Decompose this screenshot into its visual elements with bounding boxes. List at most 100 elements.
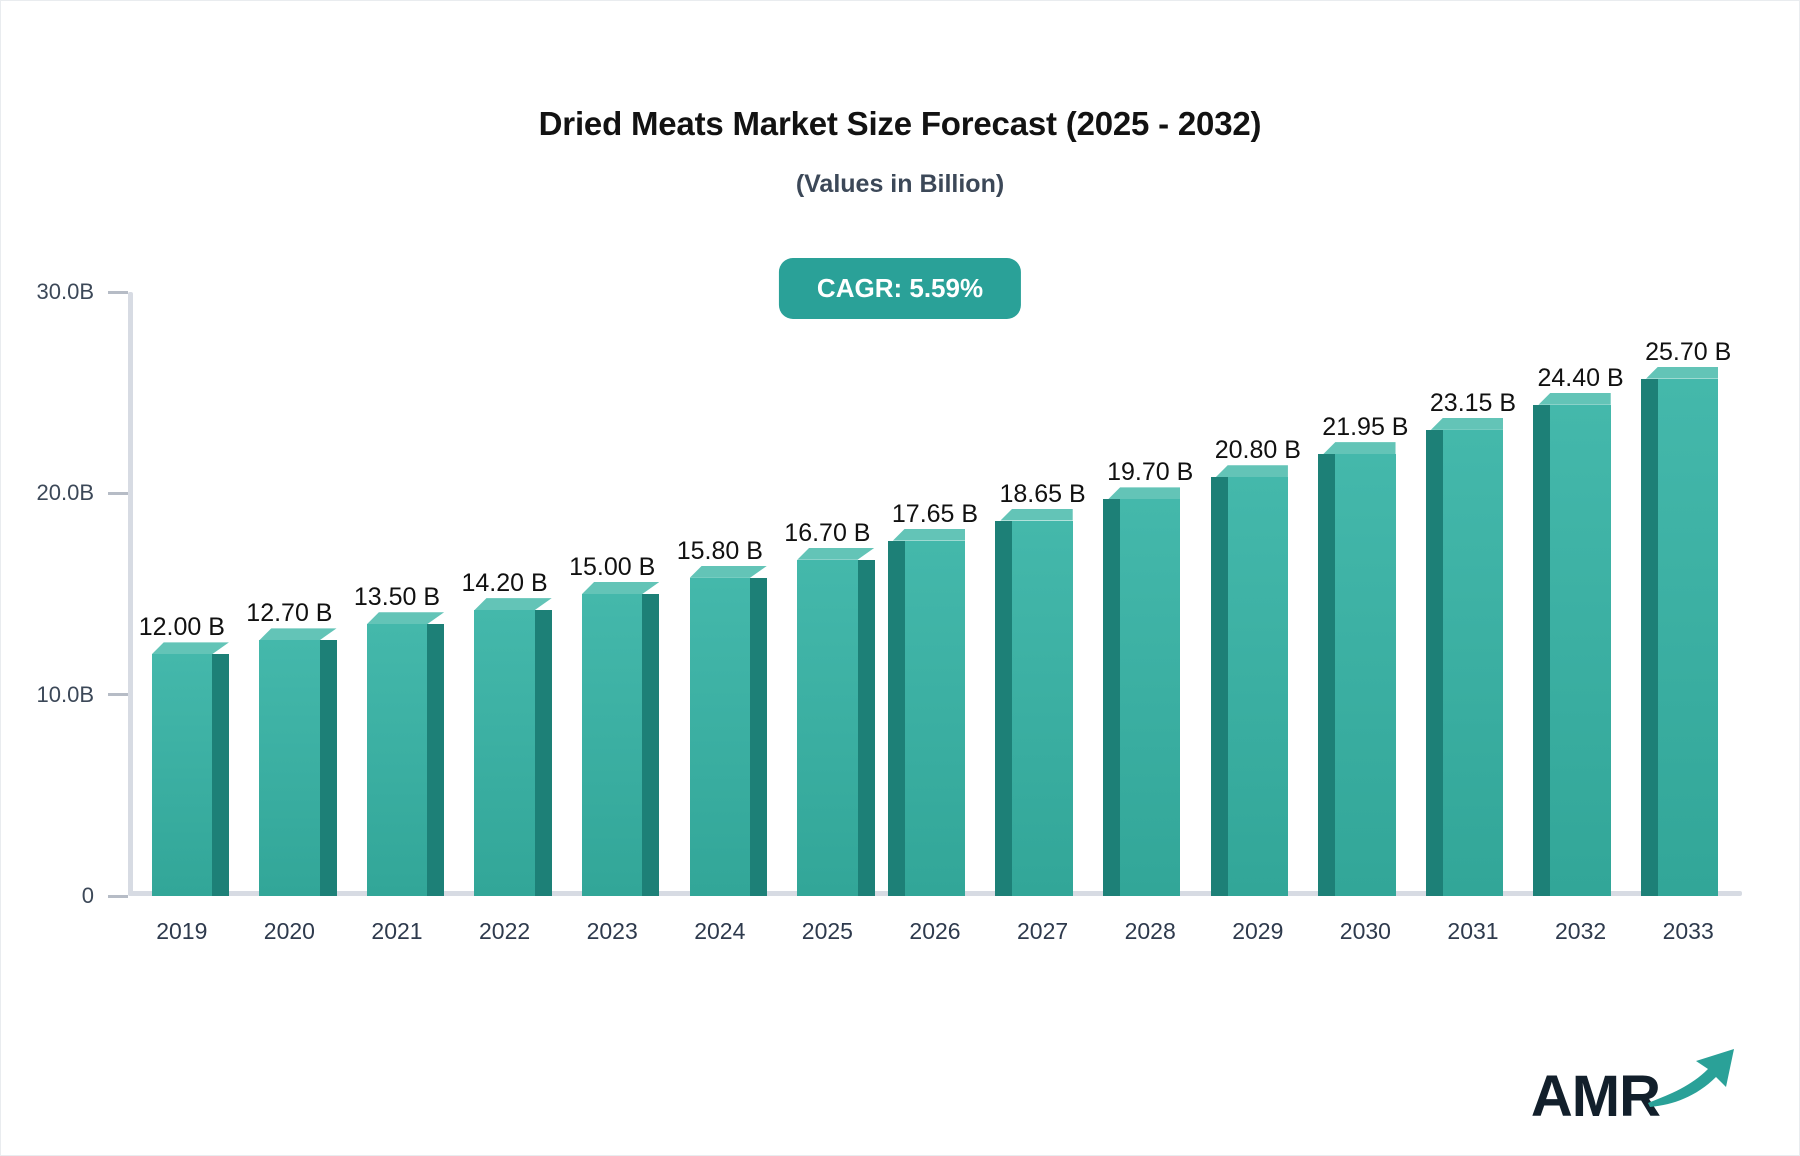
- bar-2021[interactable]: 13.50 B: [354, 583, 445, 896]
- bar-2025[interactable]: 16.70 B: [784, 519, 875, 896]
- bar-slot-2024: 15.80 B 2024: [677, 292, 767, 944]
- x-tick-2025: 2025: [801, 918, 853, 944]
- chart-title: Dried Meats Market Size Forecast (2025 -…: [538, 105, 1262, 142]
- bar-front-face: [582, 594, 643, 896]
- bar-slot-2027: 18.65 B 2027: [995, 292, 1086, 944]
- bar-value-label: 16.70 B: [784, 518, 871, 547]
- bar-front-face: [1335, 454, 1396, 896]
- x-tick-2022: 2022: [479, 918, 531, 944]
- bar-slot-2032: 24.40 B 2032: [1533, 292, 1624, 944]
- bar-top-face: [1646, 366, 1719, 379]
- bar-front-face: [1442, 429, 1504, 896]
- bar-side-face: [995, 520, 1013, 896]
- bar-slot-2019: 12.00 B 2019: [139, 292, 229, 944]
- amr-wordmark: AMR: [1530, 1064, 1661, 1129]
- bar-top-face: [366, 612, 445, 625]
- y-tick-dash: [108, 290, 128, 294]
- bar-side-face: [427, 624, 445, 896]
- bar-2022[interactable]: 14.20 B: [462, 569, 552, 896]
- bar-value-label: 17.65 B: [891, 499, 979, 528]
- bar-2033[interactable]: 25.70 B: [1641, 338, 1731, 896]
- bar-side-face: [887, 540, 905, 896]
- x-tick-2026: 2026: [909, 918, 961, 944]
- bar-2026[interactable]: 17.65 B: [887, 500, 978, 896]
- bar-slot-2028: 19.70 B 2028: [1103, 292, 1193, 944]
- bar-value-label: 18.65 B: [999, 479, 1086, 508]
- growth-arrow-icon: [1646, 1043, 1738, 1114]
- bar-slot-2023: 15.00 B 2023: [569, 292, 660, 944]
- bar-top-face: [797, 547, 875, 560]
- bar-top-face: [151, 642, 229, 655]
- bar-side-face: [1210, 477, 1228, 896]
- bar-top-face: [1430, 417, 1504, 430]
- chart-subtitle: (Values in Billion): [795, 170, 1005, 198]
- bar-2020[interactable]: 12.70 B: [246, 599, 337, 896]
- bar-value-label: 15.00 B: [569, 553, 656, 581]
- bar-side-face: [211, 654, 229, 896]
- bar-side-face: [857, 559, 875, 896]
- plot-area: 30.0B 20.0B 10.0B 0 12.00 B 2019 12.70 B 2020 1…: [37, 279, 1742, 944]
- bar-slot-2021: 13.50 B 2021: [354, 292, 445, 944]
- bar-value-label: 21.95 B: [1322, 413, 1409, 442]
- x-tick-2023: 2023: [586, 918, 638, 944]
- bar-value-label: 20.80 B: [1214, 436, 1301, 465]
- x-tick-2024: 2024: [694, 918, 746, 944]
- bar-side-face: [1641, 378, 1659, 896]
- bar-2019[interactable]: 12.00 B: [139, 613, 229, 896]
- amr-logo: AMR: [1530, 1049, 1752, 1129]
- cagr-badge: CAGR: 5.59%: [778, 258, 1022, 319]
- bar-slot-2033: 25.70 B 2033: [1641, 292, 1731, 944]
- bar-front-face: [259, 640, 320, 896]
- bar-slot-2026: 17.65 B 2026: [887, 292, 978, 944]
- y-tick-0: 0: [16, 883, 128, 909]
- bar-slot-2025: 16.70 B 2025: [784, 292, 875, 944]
- bar-top-face: [1108, 487, 1181, 500]
- bar-slot-2031: 23.15 B 2031: [1425, 292, 1516, 944]
- bar-value-label: 23.15 B: [1429, 388, 1517, 417]
- bar-front-face: [366, 624, 428, 896]
- y-axis-line: [128, 292, 133, 896]
- bar-value-label: 19.70 B: [1107, 458, 1194, 487]
- bar-front-face: [151, 654, 212, 896]
- x-tick-2033: 2033: [1662, 918, 1714, 944]
- y-tick-label: 10.0B: [36, 681, 95, 707]
- bar-value-label: 12.00 B: [138, 613, 225, 642]
- bar-2032[interactable]: 24.40 B: [1533, 364, 1624, 896]
- bar-side-face: [642, 594, 660, 896]
- bar-front-face: [689, 577, 750, 896]
- bar-2029[interactable]: 20.80 B: [1210, 436, 1301, 896]
- bar-value-label: 15.80 B: [676, 536, 763, 565]
- bar-top-face: [1323, 442, 1396, 455]
- bar-front-face: [474, 610, 535, 896]
- x-tick-2027: 2027: [1017, 918, 1069, 944]
- bar-side-face: [1425, 429, 1443, 896]
- bar-value-label: 12.70 B: [246, 599, 333, 628]
- bar-2024[interactable]: 15.80 B: [677, 537, 767, 896]
- bar-front-face: [1120, 499, 1181, 896]
- bar-value-label: 13.50 B: [353, 583, 441, 612]
- x-tick-2030: 2030: [1339, 918, 1391, 944]
- y-tick-30.0B: 30.0B: [16, 279, 128, 305]
- bar-side-face: [1318, 454, 1336, 896]
- bar-side-face: [534, 610, 552, 896]
- bar-2028[interactable]: 19.70 B: [1103, 458, 1193, 896]
- y-tick-label: 0: [81, 883, 94, 908]
- bar-top-face: [892, 528, 966, 541]
- y-tick-label: 30.0B: [36, 279, 95, 304]
- bar-front-face: [1658, 378, 1719, 896]
- bar-front-face: [904, 540, 966, 896]
- y-tick-dash: [108, 491, 128, 495]
- bar-slot-2022: 14.20 B 2022: [462, 292, 552, 944]
- y-tick-label: 20.0B: [36, 480, 95, 506]
- bar-top-face: [689, 565, 767, 578]
- bar-top-face: [1215, 465, 1288, 478]
- bar-side-face: [749, 577, 767, 896]
- bar-2027[interactable]: 18.65 B: [995, 480, 1086, 896]
- bar-2023[interactable]: 15.00 B: [569, 553, 660, 896]
- y-tick-dash: [108, 894, 128, 898]
- bar-2030[interactable]: 21.95 B: [1318, 413, 1408, 896]
- bar-2031[interactable]: 23.15 B: [1425, 389, 1516, 896]
- bar-top-face: [1000, 508, 1073, 521]
- bar-top-face: [1538, 392, 1611, 405]
- x-tick-2031: 2031: [1447, 918, 1499, 944]
